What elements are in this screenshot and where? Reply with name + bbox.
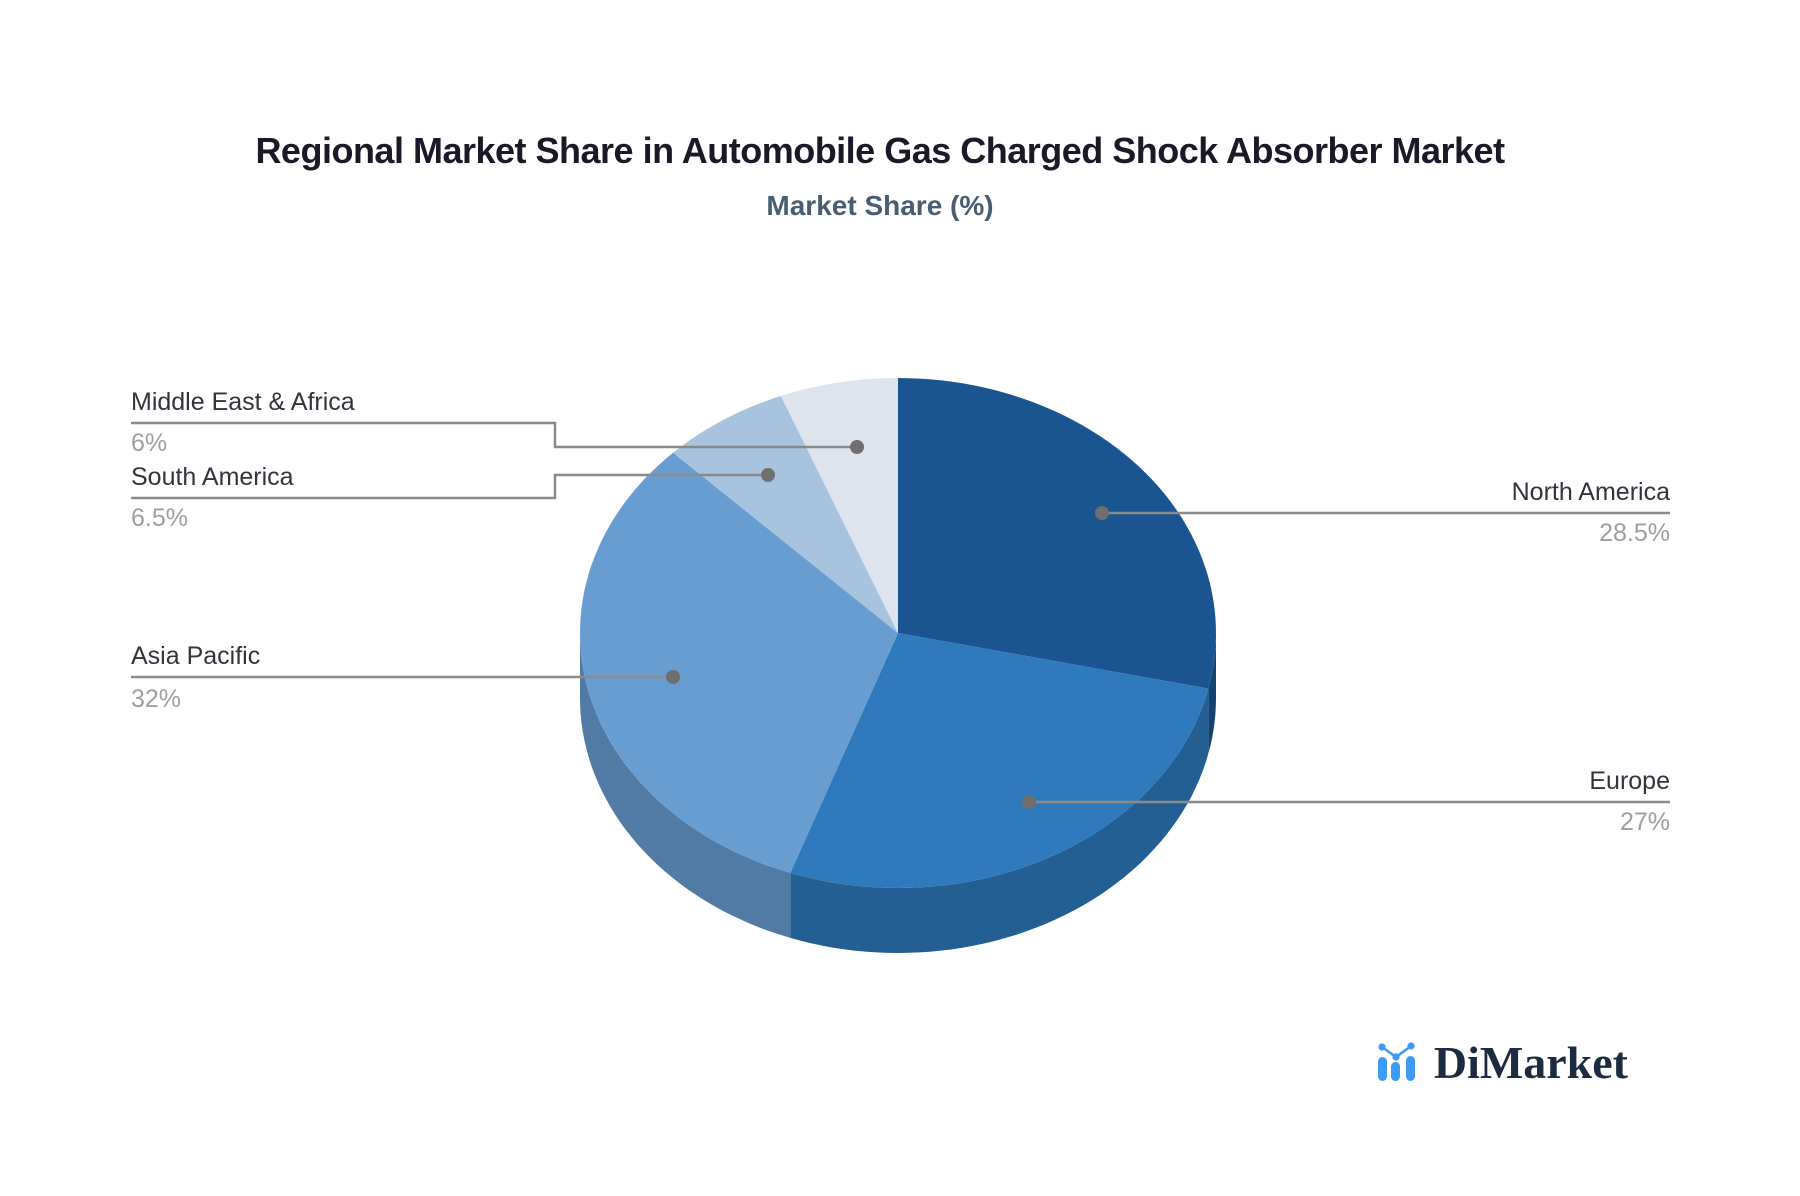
callout-dot-europe [1022, 795, 1036, 809]
slice-label-south-america: South America [131, 463, 294, 491]
callout-line-middle-east-africa [131, 421, 857, 449]
pie-slice-asia-pacific[interactable] [580, 452, 898, 873]
pie-slice-side-asia-pacific [580, 633, 791, 938]
slice-value-south-america: 6.5% [131, 504, 188, 532]
slice-label-asia-pacific: Asia Pacific [131, 642, 261, 670]
dimarket-logo-icon [1377, 1042, 1415, 1081]
slice-value-north-america: 28.5% [1599, 519, 1670, 547]
pie-slice-south-america[interactable] [673, 395, 898, 633]
callout-dot-middle-east-africa [850, 440, 864, 454]
callout-line-south-america [131, 473, 768, 500]
callout-dot-asia-pacific [666, 670, 680, 684]
slice-label-middle-east-africa: Middle East & Africa [131, 388, 355, 416]
dimarket-logo: DiMarket [1376, 1040, 1628, 1086]
callout-dot-south-america [761, 468, 775, 482]
slice-label-europe: Europe [1589, 767, 1670, 795]
pie-slice-middle-east-africa[interactable] [780, 378, 898, 633]
slice-value-europe: 27% [1619, 808, 1670, 836]
pie-slice-side-north-america [1208, 633, 1216, 754]
pie-slice-side-europe [790, 688, 1209, 953]
slice-value-middle-east-africa: 6% [131, 429, 168, 457]
chart-title: Regional Market Share in Automobile Gas … [255, 130, 1505, 171]
pie-slice-north-america[interactable] [898, 378, 1216, 689]
callout-dot-north-america [1095, 506, 1109, 520]
chart-subtitle: Market Share (%) [766, 190, 994, 221]
slice-value-asia-pacific: 32% [131, 685, 182, 713]
pie-slice-europe[interactable] [790, 633, 1209, 888]
logo-text: DiMarket [1433, 1037, 1628, 1088]
slice-label-north-america: North America [1511, 478, 1670, 506]
